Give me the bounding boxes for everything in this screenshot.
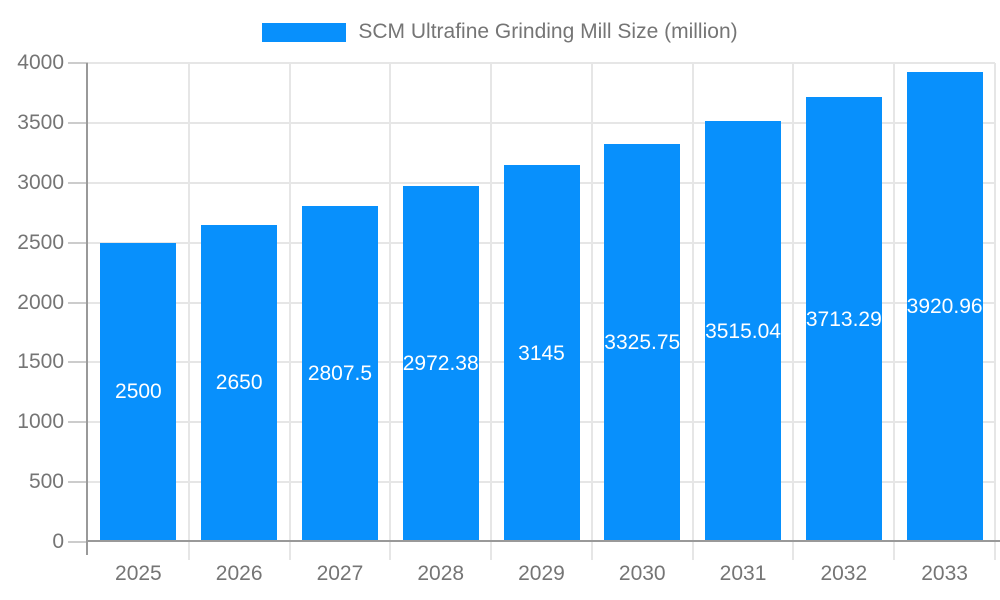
v-gridline — [389, 63, 392, 560]
bar-2031: 3515.04 — [705, 121, 782, 542]
y-tick — [68, 361, 88, 364]
y-tick — [68, 541, 88, 543]
x-axis-tick-label: 2032 — [820, 562, 868, 585]
v-gridline — [792, 63, 795, 560]
bar-2029: 3145 — [503, 165, 580, 542]
bar-2025: 2500 — [100, 242, 177, 542]
legend-swatch — [262, 22, 347, 42]
v-gridline — [691, 63, 694, 560]
bar-2028: 2972.38 — [402, 186, 479, 542]
y-axis-tick-label: 500 — [28, 470, 64, 494]
y-axis-tick-label: 2000 — [17, 290, 64, 314]
bar-value-label: 3145 — [518, 341, 565, 365]
x-axis-tick-label: 2029 — [518, 562, 565, 585]
h-gridline — [88, 62, 995, 64]
h-gridline — [88, 121, 995, 124]
y-axis-tick-label: 1000 — [17, 410, 64, 434]
y-axis-tick-label: 4000 — [17, 51, 64, 74]
legend-label: SCM Ultrafine Grinding Mill Size (millio… — [358, 20, 738, 43]
v-gridline — [893, 63, 896, 560]
v-gridline — [590, 63, 593, 560]
bar-value-label: 2807.5 — [307, 361, 373, 385]
x-axis-tick-label: 2031 — [719, 562, 767, 585]
bar-value-label: 3325.75 — [604, 330, 681, 354]
chart-legend[interactable]: SCM Ultrafine Grinding Mill Size (millio… — [0, 18, 1000, 46]
bar-value-label: 3515.04 — [705, 319, 781, 343]
v-gridline — [187, 63, 190, 560]
y-axis-tick-label: 3000 — [17, 170, 64, 194]
bar-value-label: 3920.96 — [906, 295, 983, 319]
bar-value-label: 3713.29 — [805, 307, 882, 331]
v-gridline — [994, 63, 996, 560]
y-tick — [68, 241, 88, 244]
bar-2027: 2807.5 — [301, 205, 378, 542]
bar-2033: 3920.96 — [906, 72, 983, 542]
bar-value-label: 2972.38 — [402, 352, 479, 376]
bar-value-label: 2650 — [215, 371, 263, 395]
y-axis-tick-label: 1500 — [17, 350, 64, 374]
x-axis-tick-label: 2025 — [115, 562, 162, 585]
x-axis-tick-label: 2026 — [215, 562, 263, 585]
y-axis-tick-label: 2500 — [17, 230, 64, 254]
x-axis-tick-label: 2027 — [316, 562, 364, 585]
y-axis-line — [86, 63, 88, 555]
bar-2026: 2650 — [201, 224, 278, 542]
y-tick — [68, 181, 88, 184]
x-axis-tick-label: 2033 — [921, 562, 968, 585]
x-axis-tick-label: 2030 — [618, 562, 666, 585]
y-axis-tick-label: 3500 — [17, 110, 64, 134]
bar-2030: 3325.75 — [604, 143, 681, 542]
y-axis-tick-label: 0 — [52, 530, 64, 553]
y-tick — [68, 481, 88, 484]
v-gridline — [288, 63, 291, 560]
x-axis-tick-label: 2028 — [417, 562, 465, 585]
plot-area: 2500 2650 2807.5 2972.38 3145 3325.75 3515.04 3… — [68, 62, 1000, 560]
bar-value-label: 2500 — [115, 380, 162, 404]
y-tick — [68, 421, 88, 424]
x-axis-line — [86, 540, 1000, 542]
bar-2032: 3713.29 — [805, 97, 882, 542]
y-tick — [68, 121, 88, 124]
v-gridline — [490, 63, 493, 560]
y-tick — [68, 301, 88, 304]
y-tick — [68, 62, 88, 64]
